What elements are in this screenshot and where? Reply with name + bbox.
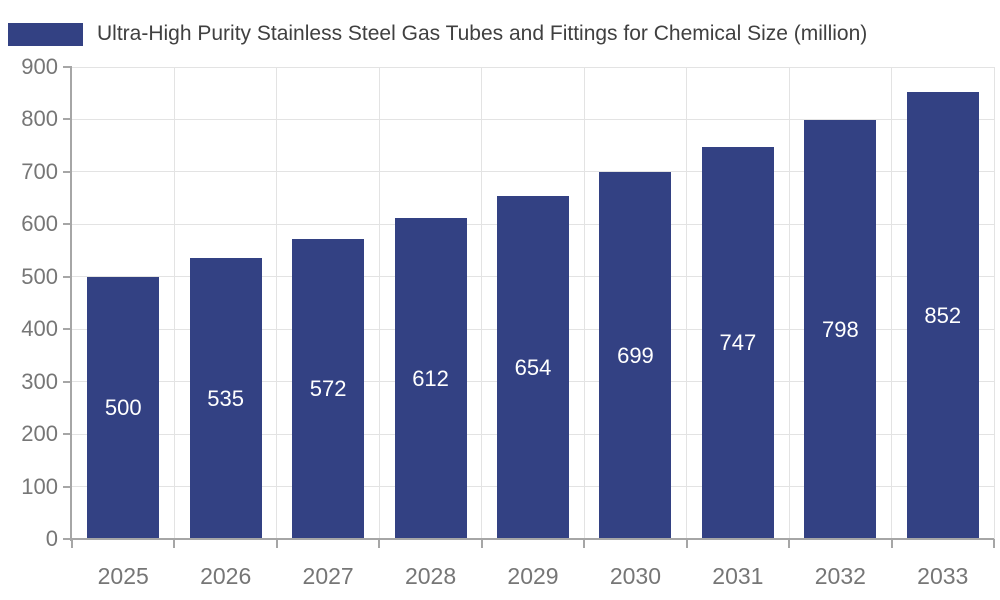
bar-2027[interactable]	[292, 239, 365, 539]
v-gridline	[481, 67, 483, 539]
y-tick-label: 300	[21, 368, 58, 394]
legend-label: Ultra-High Purity Stainless Steel Gas Tu…	[97, 22, 868, 45]
v-gridline	[378, 67, 380, 539]
v-gridline	[891, 67, 893, 539]
x-tick-label-2031: 2031	[712, 563, 764, 589]
bar-2025[interactable]	[87, 276, 160, 539]
x-tick-label-2030: 2030	[609, 563, 662, 589]
bar-value-label: 654	[514, 354, 552, 380]
x-axis-tick	[993, 539, 995, 548]
y-axis-tick	[63, 223, 72, 226]
bar-value-label: 572	[309, 376, 347, 401]
legend-item[interactable]: Ultra-High Purity Stainless Steel Gas Tu…	[8, 22, 867, 46]
x-axis-tick	[173, 539, 176, 548]
bar-value-label: 500	[104, 394, 142, 420]
x-tick-label-2033: 2033	[917, 563, 969, 589]
x-axis-tick	[685, 539, 688, 548]
y-axis-tick	[63, 170, 72, 173]
y-tick-label: 800	[21, 106, 58, 132]
h-gridline	[72, 66, 994, 68]
x-axis-tick	[788, 539, 791, 548]
y-tick-label: 600	[21, 211, 58, 237]
x-axis-tick	[275, 539, 278, 548]
bar-value-label: 612	[412, 365, 449, 391]
bar-2033[interactable]	[906, 92, 979, 539]
y-tick-label: 100	[21, 473, 58, 499]
y-axis-tick	[63, 538, 72, 540]
bar-value-label: 699	[617, 342, 654, 368]
v-gridline	[173, 67, 175, 539]
y-tick-label: 700	[21, 158, 58, 184]
y-axis-tick	[63, 380, 72, 383]
y-axis-tick	[63, 275, 72, 278]
x-tick-label-2032: 2032	[814, 563, 866, 589]
y-axis-line	[70, 67, 72, 541]
bar-value-label: 535	[207, 385, 245, 411]
h-gridline	[72, 171, 994, 173]
y-axis-tick	[63, 433, 72, 436]
y-tick-label: 900	[21, 54, 58, 79]
x-tick-label-2026: 2026	[200, 563, 252, 589]
h-gridline	[72, 118, 994, 120]
y-axis-tick	[63, 485, 72, 488]
y-tick-label: 0	[45, 526, 58, 551]
x-axis-tick	[378, 539, 381, 548]
x-axis-tick	[583, 539, 586, 548]
x-axis-tick	[480, 539, 483, 548]
bar-2028[interactable]	[394, 218, 467, 539]
y-axis-tick	[63, 118, 72, 121]
x-axis-line	[70, 538, 994, 540]
bar-value-label: 852	[924, 302, 962, 328]
bar-2030[interactable]	[599, 172, 672, 539]
y-tick-label: 200	[21, 421, 58, 447]
y-tick-label: 500	[21, 263, 58, 289]
y-axis-tick	[63, 66, 72, 68]
v-gridline	[276, 67, 278, 539]
bar-2026[interactable]	[189, 258, 262, 539]
v-gridline	[993, 67, 995, 539]
y-axis-tick	[63, 328, 72, 331]
bar-2032[interactable]	[804, 120, 877, 539]
v-gridline	[583, 67, 585, 539]
v-gridline	[788, 67, 790, 539]
bar-2029[interactable]	[497, 196, 569, 539]
x-tick-label-2025: 2025	[97, 563, 149, 589]
v-gridline	[686, 67, 688, 539]
x-tick-label-2029: 2029	[507, 563, 559, 589]
y-tick-label: 400	[21, 316, 58, 342]
legend-swatch	[8, 22, 83, 46]
bar-value-label: 747	[719, 330, 757, 356]
bar-value-label: 798	[821, 316, 859, 342]
x-tick-label-2027: 2027	[302, 563, 354, 589]
x-tick-label-2028: 2028	[404, 563, 457, 589]
bar-2031[interactable]	[701, 147, 774, 539]
x-axis-tick	[71, 539, 73, 548]
x-axis-tick	[890, 539, 893, 548]
